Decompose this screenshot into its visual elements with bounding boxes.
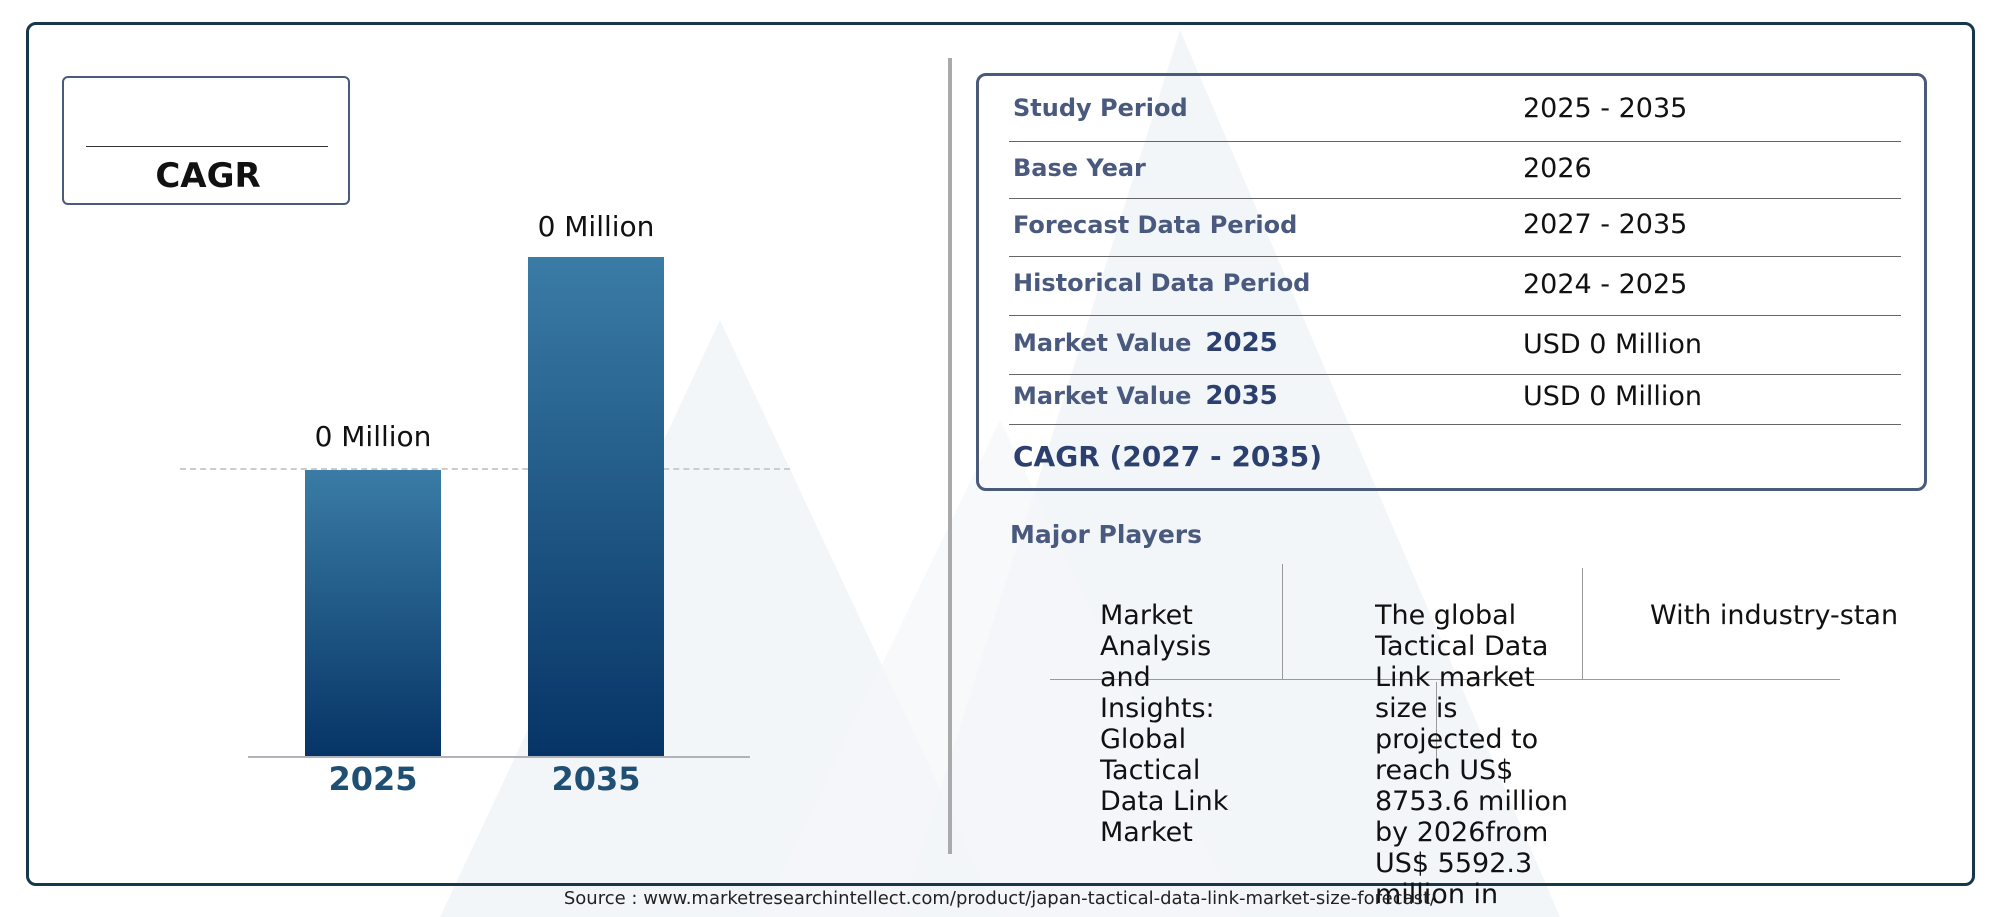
player-text-3: With industry-stan [1650, 600, 1899, 631]
row-key-base-year: Base Year [1013, 154, 1146, 182]
table-rule [1009, 374, 1901, 375]
content-frame [26, 22, 1975, 886]
table-rule [1009, 256, 1901, 257]
x-tick-2025: 2025 [328, 760, 418, 798]
row-value-forecast-period: 2027 - 2035 [1523, 209, 1688, 240]
bar-2025 [305, 470, 441, 756]
reference-dashed-line [180, 468, 790, 470]
row-key-historical-period: Historical Data Period [1013, 269, 1311, 297]
table-rule [1009, 141, 1901, 142]
row-key-market-value-2035: Market Value 2035 [1013, 381, 1278, 411]
row-value-market-value-2025: USD 0 Million [1523, 329, 1702, 360]
row-year-2035: 2035 [1205, 381, 1278, 411]
bar-chart: 0 Million 0 Million 2025 2035 [0, 0, 960, 917]
row-value-study-period: 2025 - 2035 [1523, 93, 1688, 124]
players-column-divider [1436, 682, 1437, 772]
x-tick-2035: 2035 [551, 760, 641, 798]
players-column-divider [1282, 564, 1283, 680]
source-citation: Source : www.marketresearchintellect.com… [563, 888, 1437, 909]
bar-2035 [528, 257, 664, 756]
players-column-divider [1582, 568, 1583, 680]
players-row-rule [1050, 679, 1840, 680]
cagr-box: CAGR [62, 76, 350, 205]
row-key-market-value-2025: Market Value 2025 [1013, 328, 1278, 358]
data-label-2025: 0 Million [314, 420, 432, 453]
table-rule [1009, 315, 1901, 316]
vertical-divider [948, 58, 952, 854]
table-rule [1009, 198, 1901, 199]
row-value-market-value-2035: USD 0 Million [1523, 381, 1702, 412]
chart-baseline [248, 756, 750, 758]
major-players-title: Major Players [1010, 520, 1202, 549]
row-key-study-period: Study Period [1013, 94, 1188, 122]
row-key-forecast-period: Forecast Data Period [1013, 211, 1298, 239]
player-text-1: Market Analysis and Insights: Global Tac… [1100, 600, 1229, 848]
player-text-2: The global Tactical Data Link market siz… [1375, 600, 1568, 910]
table-rule [1009, 424, 1901, 425]
row-year-2025: 2025 [1205, 328, 1278, 358]
cagr-divider [86, 146, 328, 147]
market-info-table: Study Period 2025 - 2035 Base Year 2026 … [976, 73, 1927, 491]
row-value-base-year: 2026 [1523, 153, 1592, 184]
cagr-label: CAGR [155, 156, 261, 196]
data-label-2035: 0 Million [537, 210, 655, 243]
row-value-historical-period: 2024 - 2025 [1523, 269, 1688, 300]
cagr-period-label: CAGR (2027 - 2035) [1013, 440, 1323, 473]
